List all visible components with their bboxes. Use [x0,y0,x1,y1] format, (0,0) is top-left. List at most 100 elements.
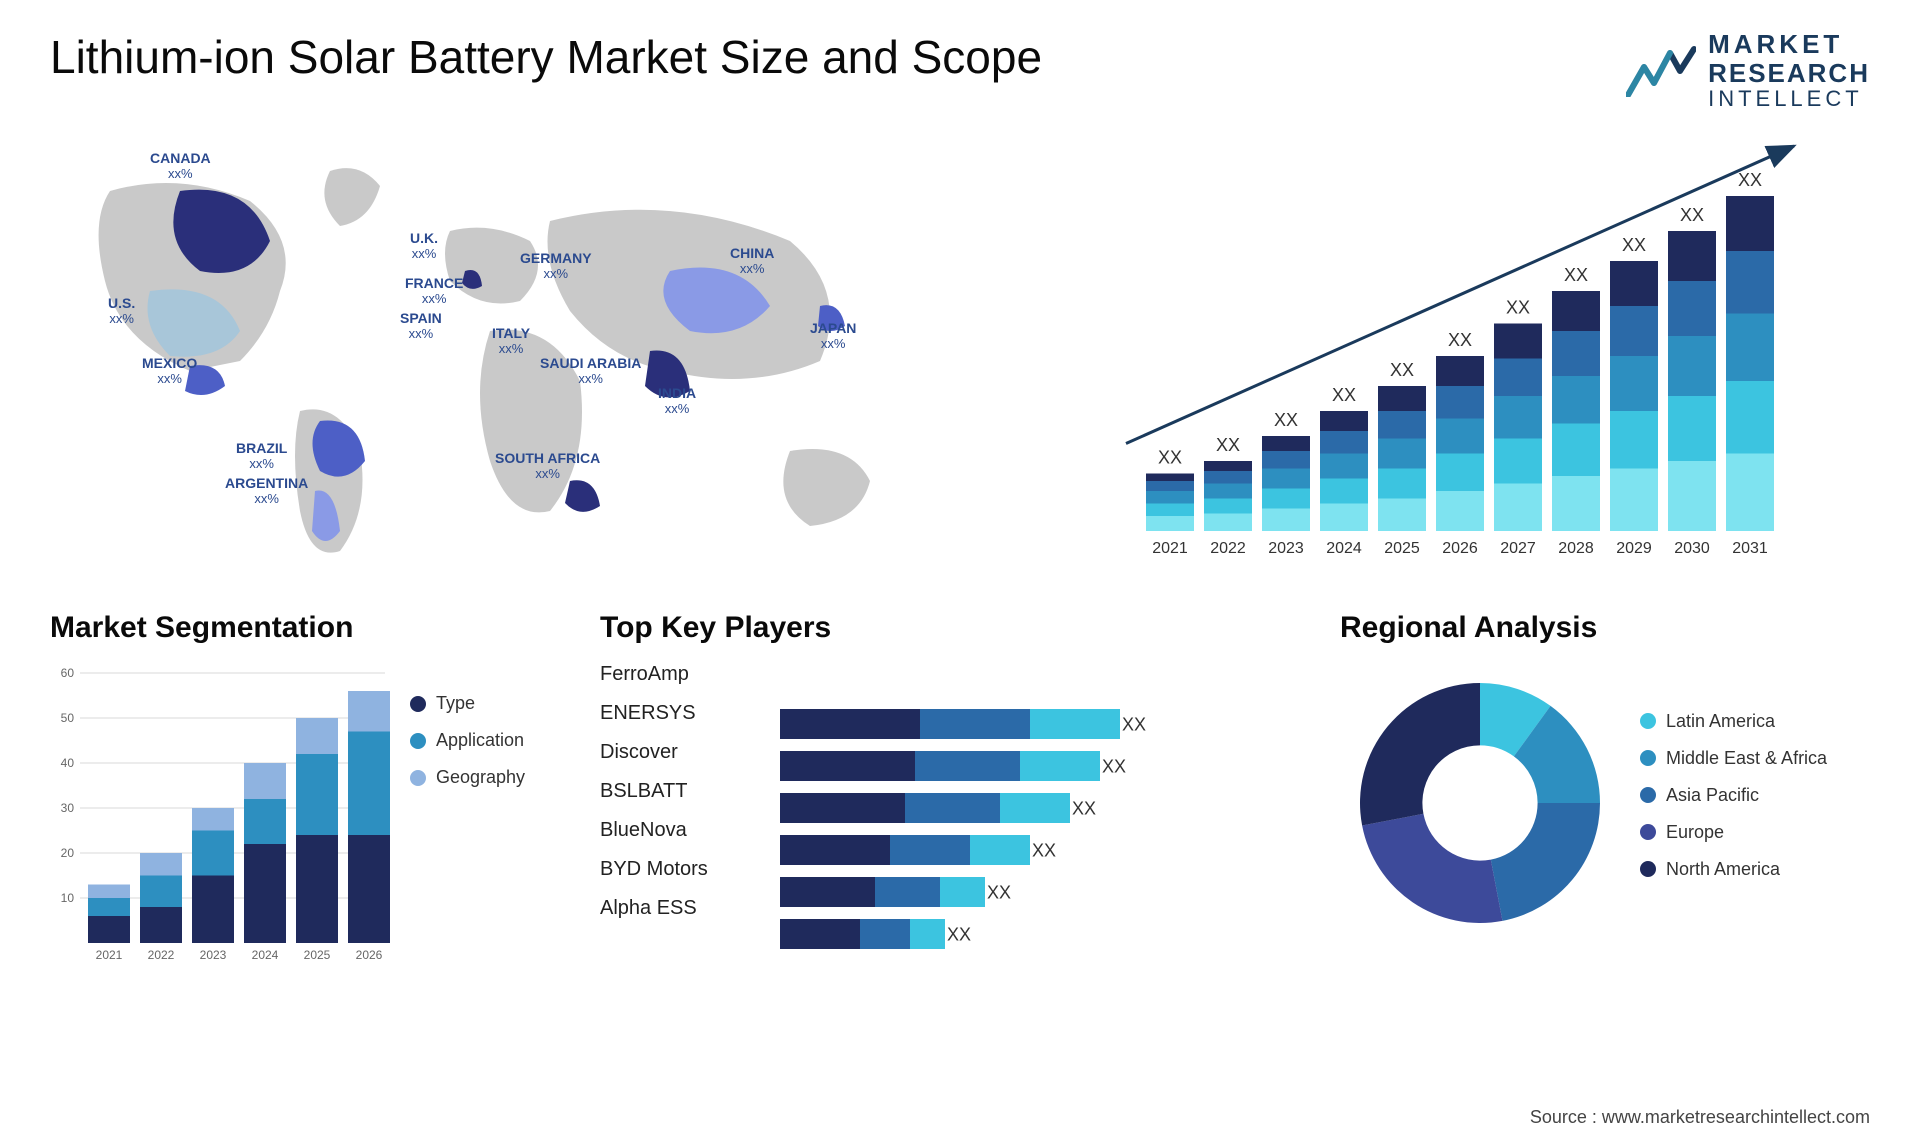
legend-dot-icon [1640,861,1656,877]
svg-text:2031: 2031 [1732,540,1768,557]
svg-text:2026: 2026 [356,948,383,962]
world-map [50,131,930,571]
svg-text:2021: 2021 [96,948,123,962]
svg-text:XX: XX [1622,235,1646,255]
svg-text:2023: 2023 [200,948,227,962]
player-name: ENERSYS [600,702,760,725]
players-bars-chart: XXXXXXXXXXXX [780,663,1310,978]
world-map-section: CANADAxx%U.S.xx%MEXICOxx%BRAZILxx%ARGENT… [50,131,930,571]
svg-text:60: 60 [61,666,75,680]
map-label: BRAZILxx% [236,441,287,471]
segmentation-chart: 10 20 30 40 50 60 2021 2022 2023 2024 2025 2026 [50,663,390,973]
svg-text:2022: 2022 [148,948,175,962]
regional-legend: Latin America Middle East & Africa Asia Pa… [1640,711,1870,896]
player-name: BYD Motors [600,858,760,881]
svg-text:XX: XX [1332,385,1356,405]
bottom-row: Market Segmentation 10203040506020212022… [50,611,1870,991]
svg-text:2025: 2025 [304,948,331,962]
regional-content: Latin America Middle East & Africa Asia Pa… [1340,663,1870,943]
svg-text:XX: XX [1216,435,1240,455]
logo-line2: RESEARCH [1708,59,1870,88]
map-label: ITALYxx% [492,326,530,356]
svg-text:10: 10 [61,891,75,905]
svg-text:XX: XX [1448,330,1472,350]
svg-text:XX: XX [1032,841,1056,861]
legend-label: North America [1666,859,1780,880]
svg-text:2029: 2029 [1616,540,1652,557]
svg-text:2024: 2024 [252,948,279,962]
legend-dot-icon [410,696,426,712]
legend-dot-icon [1640,824,1656,840]
segmentation-chart-svg: 10 20 30 40 50 60 2021 2022 2023 2024 2025 2026 [50,663,390,973]
svg-text:XX: XX [1274,410,1298,430]
regional-donut-svg [1340,663,1620,943]
logo-text: MARKET RESEARCH INTELLECT [1708,30,1870,111]
legend-label: Application [436,730,524,751]
segmentation-legend: Type Application Geography [410,663,570,973]
svg-text:XX: XX [1680,205,1704,225]
map-label: INDIAxx% [658,386,696,416]
svg-text:2021: 2021 [1152,540,1188,557]
logo: MARKET RESEARCH INTELLECT [1626,30,1870,111]
svg-text:2022: 2022 [1210,540,1246,557]
map-label: GERMANYxx% [520,251,592,281]
map-label: SPAINxx% [400,311,442,341]
svg-text:XX: XX [1738,170,1762,190]
map-label: U.K.xx% [410,231,438,261]
svg-text:2024: 2024 [1326,540,1362,557]
forecast-chart: XX2021XX2022XX2023XX2024XX2025XX2026XX20… [970,131,1870,571]
players-content: FerroAmpENERSYSDiscoverBSLBATTBlueNovaBY… [600,663,1310,978]
logo-line3: INTELLECT [1708,87,1870,111]
players-list: FerroAmpENERSYSDiscoverBSLBATTBlueNovaBY… [600,663,760,978]
legend-label: Europe [1666,822,1724,843]
players-title: Top Key Players [600,611,1310,645]
top-row: CANADAxx%U.S.xx%MEXICOxx%BRAZILxx%ARGENT… [50,131,1870,571]
page-title: Lithium-ion Solar Battery Market Size an… [50,30,1042,84]
legend-dot-icon [410,770,426,786]
legend-label: Geography [436,767,525,788]
map-label: SAUDI ARABIAxx% [540,356,641,386]
map-label: ARGENTINAxx% [225,476,308,506]
segmentation-section: Market Segmentation 10203040506020212022… [50,611,570,991]
source-text: Source : www.marketresearchintellect.com [1530,1107,1870,1128]
logo-icon [1626,45,1696,97]
regional-title: Regional Analysis [1340,611,1870,645]
legend-item: Type [410,693,570,714]
header: Lithium-ion Solar Battery Market Size an… [50,30,1870,111]
player-name: BlueNova [600,819,760,842]
map-label: JAPANxx% [810,321,856,351]
map-label: MEXICOxx% [142,356,197,386]
legend-dot-icon [1640,787,1656,803]
player-name: FerroAmp [600,663,760,686]
players-bars-svg: XXXXXXXXXXXX [780,663,1300,973]
svg-text:XX: XX [1506,298,1530,318]
legend-label: Middle East & Africa [1666,748,1827,769]
svg-text:50: 50 [61,711,75,725]
legend-item: Geography [410,767,570,788]
player-name: Alpha ESS [600,897,760,920]
legend-label: Asia Pacific [1666,785,1759,806]
map-label: FRANCExx% [405,276,463,306]
svg-text:XX: XX [1564,265,1588,285]
map-label: CHINAxx% [730,246,774,276]
legend-dot-icon [1640,750,1656,766]
svg-text:XX: XX [1158,448,1182,468]
svg-text:40: 40 [61,756,75,770]
map-label: CANADAxx% [150,151,211,181]
map-label: SOUTH AFRICAxx% [495,451,600,481]
svg-text:XX: XX [1102,757,1126,777]
legend-item: Europe [1640,822,1870,843]
svg-text:20: 20 [61,846,75,860]
svg-text:2023: 2023 [1268,540,1304,557]
svg-text:2025: 2025 [1384,540,1420,557]
regional-donut [1340,663,1620,943]
forecast-chart-svg: XX2021XX2022XX2023XX2024XX2025XX2026XX20… [970,131,1870,571]
legend-label: Type [436,693,475,714]
legend-item: Asia Pacific [1640,785,1870,806]
svg-text:XX: XX [987,883,1011,903]
segmentation-content: 10 20 30 40 50 60 2021 2022 2023 2024 2025 2026 Typ… [50,663,570,973]
svg-text:2028: 2028 [1558,540,1594,557]
legend-item: Latin America [1640,711,1870,732]
legend-item: Middle East & Africa [1640,748,1870,769]
svg-text:30: 30 [61,801,75,815]
